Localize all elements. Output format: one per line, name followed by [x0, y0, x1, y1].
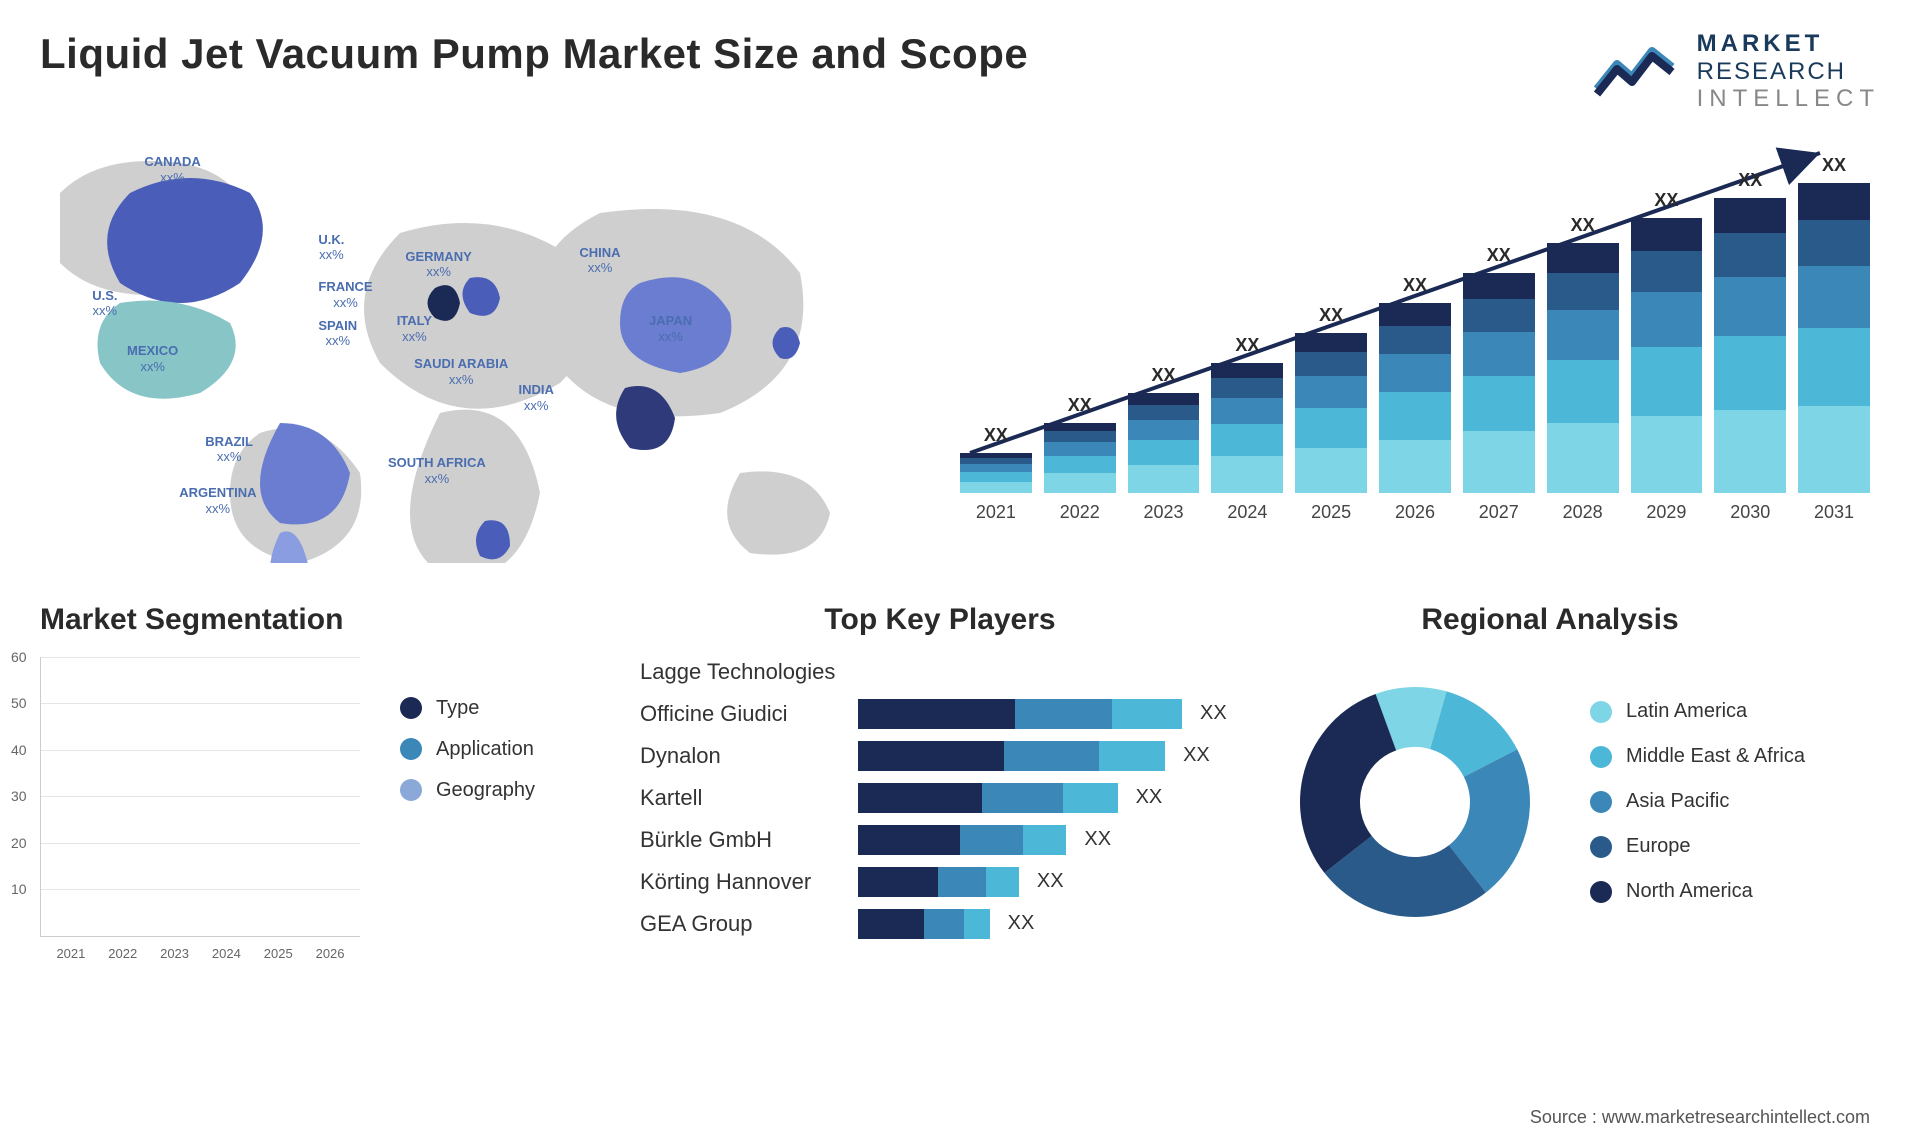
map-label: INDIAxx% [519, 382, 554, 413]
legend-item: Type [400, 697, 535, 720]
legend-item: Middle East & Africa [1590, 745, 1805, 768]
players-title: Top Key Players [640, 603, 1240, 637]
world-map-panel: CANADAxx% U.S.xx% MEXICOxx% BRAZILxx% ARGENT… [40, 133, 910, 563]
growth-bar: XX2021 [960, 453, 1032, 493]
growth-bar: XX2025 [1295, 333, 1367, 493]
map-label: CANADAxx% [144, 154, 200, 185]
player-row: Lagge Technologies [640, 657, 1240, 687]
growth-bar: XX2028 [1547, 243, 1619, 493]
segmentation-legend: Type Application Geography [400, 657, 535, 937]
growth-bar: XX2024 [1211, 363, 1283, 493]
players-chart: Lagge Technologies Officine GiudiciXX Dyna… [640, 657, 1240, 939]
growth-bar: XX2026 [1379, 303, 1451, 493]
logo-line1: MARKET [1697, 30, 1880, 58]
map-label: U.K.xx% [318, 232, 344, 263]
map-label: MEXICOxx% [127, 343, 178, 374]
growth-bar: XX2031 [1798, 183, 1870, 493]
regional-title: Regional Analysis [1270, 603, 1830, 637]
logo-line2: RESEARCH [1697, 58, 1880, 86]
player-row: GEA GroupXX [640, 909, 1240, 939]
legend-item: Latin America [1590, 700, 1805, 723]
map-label: U.S.xx% [92, 288, 117, 319]
source-text: Source : www.marketresearchintellect.com [1530, 1107, 1870, 1128]
logo-line3: INTELLECT [1697, 85, 1880, 113]
segmentation-title: Market Segmentation [40, 603, 610, 637]
map-label: FRANCExx% [318, 279, 372, 310]
map-label: SPAINxx% [318, 318, 357, 349]
player-row: Körting HannoverXX [640, 867, 1240, 897]
growth-bar: XX2023 [1128, 393, 1200, 493]
logo-icon [1592, 39, 1682, 104]
map-label: GERMANYxx% [405, 249, 471, 280]
map-label: BRAZILxx% [205, 434, 253, 465]
page-title: Liquid Jet Vacuum Pump Market Size and S… [40, 30, 1028, 78]
player-row: KartellXX [640, 783, 1240, 813]
legend-item: Europe [1590, 835, 1805, 858]
brand-logo: MARKET RESEARCH INTELLECT [1592, 30, 1880, 113]
player-row: DynalonXX [640, 741, 1240, 771]
map-label: SOUTH AFRICAxx% [388, 455, 486, 486]
map-label: SAUDI ARABIAxx% [414, 356, 508, 387]
segmentation-chart: 102030405060202120222023202420252026 [40, 657, 360, 937]
map-label: ARGENTINAxx% [179, 485, 256, 516]
regional-legend: Latin America Middle East & Africa Asia Pa… [1590, 700, 1805, 903]
players-panel: Top Key Players Lagge Technologies Offici… [640, 603, 1240, 951]
map-label: JAPANxx% [649, 313, 692, 344]
player-row: Bürkle GmbHXX [640, 825, 1240, 855]
segmentation-panel: Market Segmentation 10203040506020212022… [40, 603, 610, 951]
growth-bar: XX2022 [1044, 423, 1116, 493]
growth-bar-chart: XX2021XX2022XX2023XX2024XX2025XX2026XX20… [950, 133, 1880, 563]
growth-bar: XX2030 [1714, 198, 1786, 493]
legend-item: Application [400, 738, 535, 761]
growth-bar: XX2029 [1631, 218, 1703, 493]
map-label: CHINAxx% [579, 245, 620, 276]
map-label: ITALYxx% [397, 313, 432, 344]
player-row: Officine GiudiciXX [640, 699, 1240, 729]
regional-donut-chart [1270, 657, 1560, 947]
growth-bar: XX2027 [1463, 273, 1535, 493]
regional-panel: Regional Analysis Latin America Middle Ea… [1270, 603, 1830, 951]
legend-item: Geography [400, 779, 535, 802]
legend-item: North America [1590, 880, 1805, 903]
legend-item: Asia Pacific [1590, 790, 1805, 813]
